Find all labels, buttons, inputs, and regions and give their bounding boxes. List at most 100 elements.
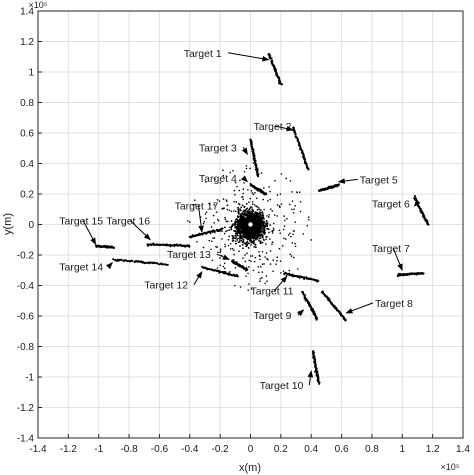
track-point xyxy=(315,318,318,321)
clutter-point xyxy=(238,232,241,235)
clutter-point xyxy=(250,229,253,232)
track-point xyxy=(257,173,260,176)
track-point xyxy=(112,258,115,261)
annotation-arrow xyxy=(274,125,294,132)
track-point xyxy=(338,183,341,186)
clutter-point xyxy=(245,243,248,246)
target-track xyxy=(201,265,239,278)
clutter-point xyxy=(254,218,257,221)
clutter-point xyxy=(234,226,237,229)
clutter-point xyxy=(255,238,257,241)
clutter-point xyxy=(281,245,284,247)
clutter-point xyxy=(255,211,258,214)
clutter-point xyxy=(296,191,298,194)
clutter-point xyxy=(238,231,241,233)
clutter-point xyxy=(250,210,252,213)
target-label: Target 17 xyxy=(175,200,219,212)
clutter-point xyxy=(294,242,296,245)
clutter-point xyxy=(254,191,256,194)
clutter-point xyxy=(298,191,301,194)
clutter-point xyxy=(239,245,241,247)
clutter-point xyxy=(269,263,272,265)
clutter-point xyxy=(245,227,247,230)
clutter-point xyxy=(253,260,256,263)
track-point xyxy=(420,212,423,215)
clutter-point xyxy=(239,227,242,230)
clutter-point xyxy=(226,200,228,202)
clutter-point xyxy=(205,211,208,213)
target-label: Target 13 xyxy=(167,249,211,261)
clutter-point xyxy=(222,198,225,200)
target-label: Target 7 xyxy=(372,243,410,255)
clutter-point xyxy=(202,246,205,249)
clutter-point xyxy=(227,239,230,241)
target-annotation: Target 16 xyxy=(106,216,151,241)
clutter-point xyxy=(289,203,291,206)
clutter-point xyxy=(222,174,225,177)
clutter-point xyxy=(291,242,294,244)
clutter-point xyxy=(249,197,252,200)
track-point xyxy=(188,245,191,248)
track-point xyxy=(302,153,305,156)
clutter-point xyxy=(258,229,261,232)
y-tick-label: -0.6 xyxy=(17,312,35,323)
clutter-point xyxy=(230,227,233,230)
track-point xyxy=(313,310,316,313)
clutter-point xyxy=(240,206,243,209)
clutter-point xyxy=(258,254,261,257)
origin-marker xyxy=(248,222,253,227)
clutter-point xyxy=(229,248,232,250)
clutter-point xyxy=(278,229,281,232)
clutter-point xyxy=(223,207,225,209)
target-label: Target 10 xyxy=(260,380,304,392)
clutter-point xyxy=(262,198,264,201)
clutter-point xyxy=(242,247,244,250)
track-point xyxy=(221,227,224,230)
clutter-point xyxy=(222,265,225,268)
x-tick-label: 0.6 xyxy=(335,444,349,455)
clutter-point xyxy=(256,219,259,222)
clutter-point xyxy=(225,220,228,223)
track-point xyxy=(213,230,216,233)
clutter-point xyxy=(236,239,239,241)
x-tick-labels: -1.4 -1.2 -1 -0.8 -0.6 -0.4 -0.2 0 0.2 0.4 0.6 0.8 1… xyxy=(29,444,470,455)
track-point xyxy=(318,382,321,385)
clutter-point xyxy=(272,270,274,273)
clutter-point xyxy=(246,252,248,255)
clutter-point xyxy=(260,229,262,232)
clutter-point xyxy=(245,202,248,205)
clutter-point xyxy=(246,227,249,230)
clutter-point xyxy=(241,236,243,239)
target-track xyxy=(267,52,283,86)
clutter-point xyxy=(216,267,219,269)
clutter-point xyxy=(240,222,243,225)
clutter-point xyxy=(266,222,269,225)
clutter-point xyxy=(248,242,250,244)
clutter-point xyxy=(241,217,244,220)
clutter-point xyxy=(310,239,313,241)
clutter-point xyxy=(236,232,239,235)
clutter-point xyxy=(246,233,248,236)
y-tick-label: 0 xyxy=(28,220,34,231)
x-axis-label: x(m) xyxy=(239,462,261,474)
track-point xyxy=(278,79,281,82)
y-tick-labels: 1.4 1.2 1 0.8 0.6 0.4 0.2 0 -0.2 -0.4 -0.6 -0.8 -1 -1… xyxy=(17,7,35,445)
clutter-point xyxy=(283,237,285,240)
track-point xyxy=(265,193,268,196)
clutter-point xyxy=(241,215,244,218)
track-point xyxy=(201,265,204,268)
track-point xyxy=(305,166,308,169)
clutter-point xyxy=(236,185,238,188)
track-point xyxy=(236,275,239,278)
clutter-point xyxy=(243,242,246,245)
clutter-point xyxy=(254,219,256,222)
clutter-point xyxy=(224,218,227,221)
x-exponent-label: ×10⁵ xyxy=(441,462,460,472)
clutter-point xyxy=(248,213,251,216)
clutter-point xyxy=(238,202,240,205)
x-tick-label: 0 xyxy=(248,444,254,455)
clutter-point xyxy=(276,259,278,262)
clutter-point xyxy=(274,179,276,182)
clutter-point xyxy=(242,230,245,233)
clutter-point xyxy=(204,213,207,215)
